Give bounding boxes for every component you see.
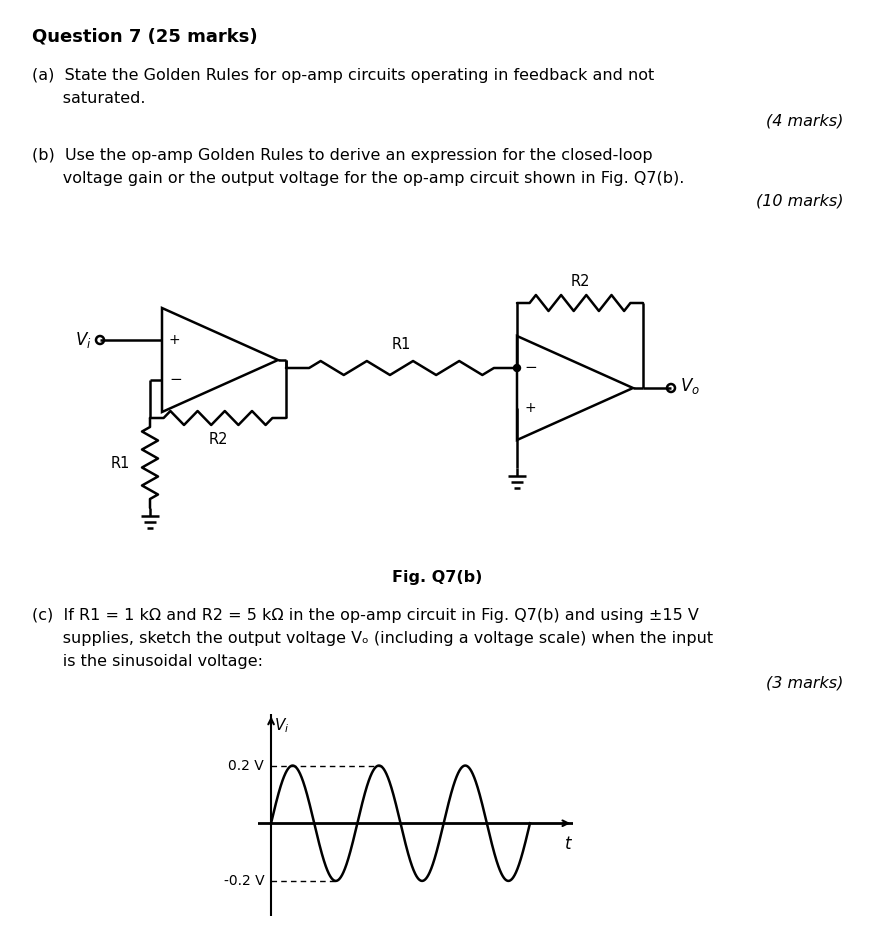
Text: −: − xyxy=(169,373,182,388)
Text: $V_o$: $V_o$ xyxy=(680,376,700,396)
Text: supplies, sketch the output voltage Vₒ (including a voltage scale) when the inpu: supplies, sketch the output voltage Vₒ (… xyxy=(32,631,713,646)
Text: $V_i$: $V_i$ xyxy=(75,330,92,350)
Text: $t$: $t$ xyxy=(564,835,573,853)
Text: (c)  If R1 = 1 kΩ and R2 = 5 kΩ in the op-amp circuit in Fig. Q7(b) and using ±1: (c) If R1 = 1 kΩ and R2 = 5 kΩ in the op… xyxy=(32,608,699,623)
Text: Fig. Q7(b): Fig. Q7(b) xyxy=(392,570,482,585)
Text: saturated.: saturated. xyxy=(32,91,145,106)
Text: 0.2 V: 0.2 V xyxy=(228,759,264,773)
Text: R1: R1 xyxy=(110,455,130,470)
Text: (a)  State the Golden Rules for op-amp circuits operating in feedback and not: (a) State the Golden Rules for op-amp ci… xyxy=(32,68,654,83)
Circle shape xyxy=(514,364,521,372)
Text: +: + xyxy=(524,401,536,415)
Text: (10 marks): (10 marks) xyxy=(755,193,843,208)
Text: +: + xyxy=(169,333,180,347)
Text: R2: R2 xyxy=(570,274,590,289)
Text: −: − xyxy=(524,361,536,376)
Text: -0.2 V: -0.2 V xyxy=(223,874,264,888)
Text: Question 7 (25 marks): Question 7 (25 marks) xyxy=(32,28,257,46)
Text: R1: R1 xyxy=(392,337,411,352)
Text: (3 marks): (3 marks) xyxy=(766,676,843,691)
Text: voltage gain or the output voltage for the op-amp circuit shown in Fig. Q7(b).: voltage gain or the output voltage for t… xyxy=(32,171,684,186)
Text: $V_i$: $V_i$ xyxy=(274,716,289,735)
Text: is the sinusoidal voltage:: is the sinusoidal voltage: xyxy=(32,654,263,669)
Text: R2: R2 xyxy=(208,432,228,447)
Text: (4 marks): (4 marks) xyxy=(766,113,843,128)
Text: (b)  Use the op-amp Golden Rules to derive an expression for the closed-loop: (b) Use the op-amp Golden Rules to deriv… xyxy=(32,148,653,163)
